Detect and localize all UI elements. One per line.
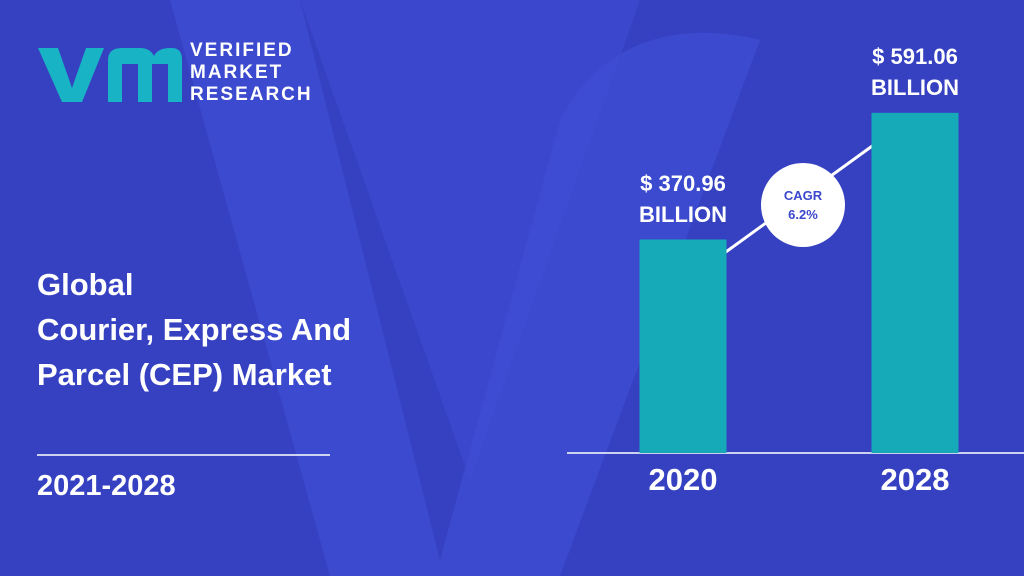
logo-v <box>38 48 104 102</box>
chart-title: Global Courier, Express And Parcel (CEP)… <box>37 267 352 392</box>
background-v <box>170 0 760 576</box>
cagr-circle <box>761 163 845 247</box>
logo-m <box>108 48 182 102</box>
brand-text: RESEARCH <box>190 84 313 105</box>
brand-text: VERIFIED <box>190 40 294 61</box>
value-label: $ 591.06 BILLION <box>871 43 959 100</box>
value-label: $ 370.96 BILLION <box>639 170 727 227</box>
subtitle: 2021-2028 <box>37 470 176 502</box>
bar <box>871 112 959 453</box>
x-tick-label: 2020 <box>648 462 718 497</box>
cagr-label: CAGR 6.2% <box>783 188 823 222</box>
x-tick-label: 2028 <box>880 462 950 497</box>
brand-text: MARKET <box>190 62 283 83</box>
bar <box>639 239 727 453</box>
